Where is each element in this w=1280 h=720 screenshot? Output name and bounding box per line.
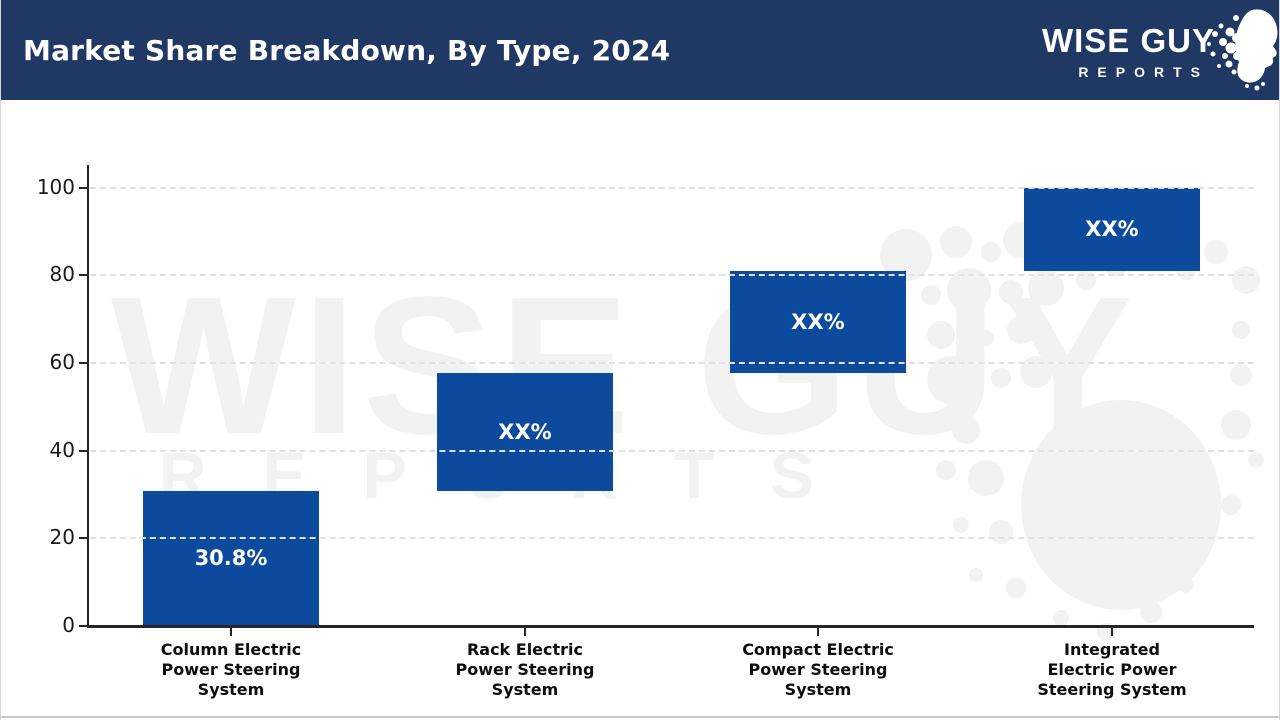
brand-logo-name: WISE GUY bbox=[1041, 22, 1215, 59]
y-tick-mark bbox=[79, 274, 89, 277]
x-tick-mark bbox=[1111, 628, 1113, 636]
y-tick-label: 20 bbox=[49, 525, 75, 550]
y-axis-line bbox=[87, 165, 89, 628]
bar-value-label: XX% bbox=[791, 309, 845, 334]
x-category-label: Rack Electric Power Steering System bbox=[455, 640, 595, 699]
x-category-label: Integrated Electric Power Steering System bbox=[1037, 640, 1187, 699]
bar-segment: 30.8% bbox=[143, 490, 319, 626]
x-category-label: Column Electric Power Steering System bbox=[160, 640, 302, 699]
y-tick-mark bbox=[79, 537, 89, 540]
bar-segment: XX% bbox=[1024, 187, 1200, 272]
bar-segment: XX% bbox=[437, 372, 613, 491]
y-tick-mark bbox=[79, 625, 89, 627]
y-tick-label: 0 bbox=[62, 613, 75, 637]
y-tick-mark bbox=[79, 186, 89, 189]
bar-value-label: 30.8% bbox=[194, 546, 268, 571]
x-category-label: Compact Electric Power Steering System bbox=[742, 640, 894, 699]
gridline bbox=[90, 274, 1254, 277]
gridline bbox=[90, 186, 1254, 189]
brand-logo: WISE GUY REPORTS bbox=[1021, 0, 1279, 100]
y-tick-mark bbox=[79, 361, 89, 364]
bar-value-label: XX% bbox=[498, 419, 552, 444]
brand-head-icon bbox=[1207, 9, 1278, 91]
y-tick-label: 40 bbox=[49, 437, 75, 462]
bar-value-label: XX% bbox=[1085, 217, 1139, 242]
x-tick-mark bbox=[230, 628, 232, 636]
x-tick-mark bbox=[817, 628, 819, 636]
y-tick-label: 60 bbox=[49, 349, 75, 374]
x-tick-mark bbox=[524, 628, 526, 636]
gridline bbox=[90, 449, 1254, 452]
y-tick-label: 80 bbox=[49, 262, 75, 287]
x-axis-line bbox=[87, 625, 1254, 628]
y-tick-label: 100 bbox=[36, 174, 75, 199]
page-title: Market Share Breakdown, By Type, 2024 bbox=[23, 34, 671, 67]
header-bar: Market Share Breakdown, By Type, 2024 WI… bbox=[1, 0, 1279, 100]
y-tick-mark bbox=[79, 449, 89, 452]
brand-logo-subtitle: REPORTS bbox=[1078, 64, 1209, 80]
gridline bbox=[90, 361, 1254, 364]
bar-segment: XX% bbox=[730, 271, 906, 373]
gridline bbox=[90, 537, 1254, 540]
bottom-divider bbox=[1, 716, 1279, 718]
